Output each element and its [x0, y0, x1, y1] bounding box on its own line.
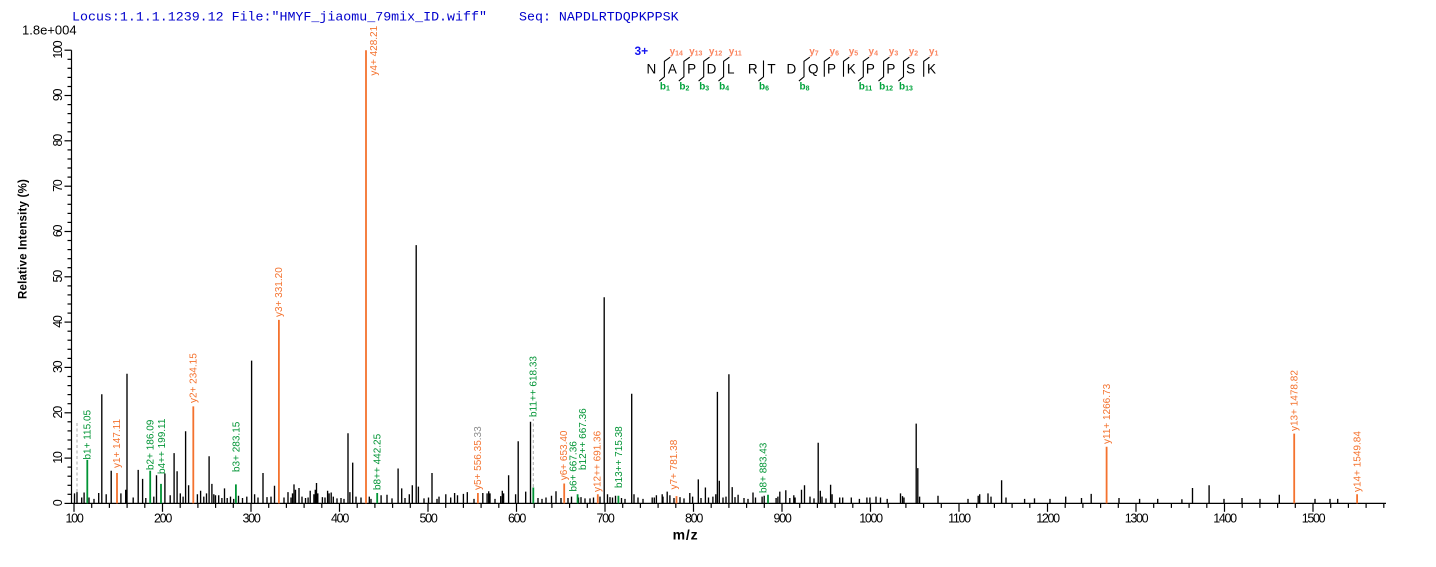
- svg-text:K: K: [927, 62, 936, 77]
- svg-text:b1+ 115.05: b1+ 115.05: [83, 409, 94, 459]
- svg-text:T: T: [767, 62, 775, 77]
- svg-text:b2: b2: [679, 82, 689, 93]
- svg-text:y11+ 1266.73: y11+ 1266.73: [1102, 383, 1113, 444]
- svg-text:b6: b6: [759, 82, 769, 93]
- svg-text:P: P: [866, 62, 875, 77]
- svg-text:400: 400: [331, 511, 349, 525]
- svg-text:70: 70: [51, 179, 65, 192]
- svg-text:y6+ 653.40: y6+ 653.40: [559, 430, 570, 480]
- svg-text:40: 40: [51, 315, 65, 328]
- svg-text:b2+ 186.09: b2+ 186.09: [145, 419, 156, 470]
- svg-text:1200: 1200: [1036, 511, 1060, 525]
- svg-text:1100: 1100: [948, 511, 971, 525]
- svg-text:b3+ 283.15: b3+ 283.15: [231, 421, 242, 472]
- svg-text:60: 60: [51, 225, 65, 238]
- svg-text:y13: y13: [689, 47, 702, 58]
- svg-text:y2: y2: [909, 47, 919, 58]
- svg-text:m/z: m/z: [673, 527, 699, 543]
- svg-text:b13: b13: [899, 82, 913, 93]
- svg-text:800: 800: [685, 511, 703, 525]
- svg-text:y12++ 691.36: y12++ 691.36: [593, 430, 604, 492]
- svg-text:700: 700: [597, 511, 615, 525]
- svg-text:y4+ 428.21: y4+ 428.21: [369, 25, 380, 75]
- svg-text:b11++ 618.33: b11++ 618.33: [529, 356, 540, 417]
- svg-text:1300: 1300: [1125, 511, 1149, 525]
- svg-text:b4: b4: [719, 82, 729, 93]
- svg-text:P: P: [827, 62, 836, 77]
- svg-text:1500: 1500: [1302, 511, 1326, 525]
- svg-text:100: 100: [66, 511, 84, 525]
- svg-text:500: 500: [420, 511, 438, 525]
- svg-text:1.8e+004: 1.8e+004: [22, 23, 77, 38]
- svg-text:1400: 1400: [1213, 511, 1237, 525]
- svg-text:y14: y14: [670, 47, 683, 58]
- svg-text:b1: b1: [660, 82, 670, 93]
- svg-text:L: L: [727, 62, 735, 77]
- svg-text:N: N: [647, 62, 657, 77]
- svg-text:3+: 3+: [635, 44, 649, 58]
- svg-text:b8++ 442.25: b8++ 442.25: [372, 433, 383, 490]
- svg-text:90: 90: [51, 89, 65, 102]
- svg-text:b12++ 667.36: b12++ 667.36: [578, 408, 589, 470]
- svg-text:y1+ 147.11: y1+ 147.11: [112, 419, 123, 468]
- svg-text:b6+ 667.36: b6+ 667.36: [569, 441, 580, 492]
- svg-text:b13++ 715.38: b13++ 715.38: [614, 426, 625, 488]
- svg-text:D: D: [787, 62, 797, 77]
- svg-text:D: D: [707, 62, 717, 77]
- svg-text:b8+ 883.43: b8+ 883.43: [759, 442, 770, 493]
- svg-text:y6: y6: [830, 47, 840, 58]
- svg-text:0: 0: [51, 499, 65, 506]
- svg-text:Q: Q: [808, 62, 819, 77]
- svg-text:200: 200: [154, 511, 172, 525]
- svg-text:b4++ 199.11: b4++ 199.11: [157, 418, 168, 474]
- svg-text:900: 900: [774, 511, 792, 525]
- svg-text:P: P: [886, 62, 895, 77]
- svg-text:b8: b8: [800, 82, 810, 93]
- svg-text:y3: y3: [889, 47, 899, 58]
- svg-text:Seq: NAPDLRTDQPKPPSK: Seq: NAPDLRTDQPKPPSK: [519, 9, 679, 24]
- svg-text:y4: y4: [869, 47, 879, 58]
- svg-text:50: 50: [51, 270, 65, 283]
- svg-text:y1: y1: [929, 47, 939, 58]
- svg-text:A: A: [668, 62, 677, 77]
- svg-text:100: 100: [51, 40, 65, 58]
- svg-text:y12: y12: [709, 47, 722, 58]
- svg-text:K: K: [847, 62, 856, 77]
- svg-text:30: 30: [51, 360, 65, 373]
- svg-text:y14+ 1549.84: y14+ 1549.84: [1352, 431, 1363, 492]
- svg-text:80: 80: [51, 134, 65, 147]
- svg-text:y13+ 1478.82: y13+ 1478.82: [1289, 370, 1300, 431]
- svg-text:b11: b11: [859, 82, 873, 93]
- svg-text:y2+ 234.15: y2+ 234.15: [189, 353, 200, 403]
- svg-text:y7+ 781.38: y7+ 781.38: [669, 439, 680, 489]
- svg-text:b12: b12: [879, 82, 893, 93]
- svg-text:y7: y7: [809, 47, 819, 58]
- svg-text:y5: y5: [849, 47, 859, 58]
- svg-text:300: 300: [243, 511, 261, 525]
- svg-text:b3: b3: [699, 82, 709, 93]
- svg-text:Locus:1.1.1.1239.12 File:"HMYF: Locus:1.1.1.1239.12 File:"HMYF_jiaomu_79…: [72, 9, 487, 24]
- svg-text:R: R: [748, 62, 758, 77]
- svg-text:Relative Intensity (%): Relative Intensity (%): [18, 179, 30, 299]
- svg-text:y3+ 331.20: y3+ 331.20: [274, 267, 285, 317]
- svg-text:y11: y11: [729, 47, 742, 58]
- svg-text:y5+ 556.35.33: y5+ 556.35.33: [473, 426, 484, 490]
- svg-text:1000: 1000: [859, 511, 883, 525]
- svg-text:20: 20: [51, 406, 65, 419]
- svg-text:10: 10: [51, 451, 65, 464]
- svg-text:S: S: [906, 62, 915, 77]
- svg-text:P: P: [687, 62, 696, 77]
- svg-text:600: 600: [508, 511, 526, 525]
